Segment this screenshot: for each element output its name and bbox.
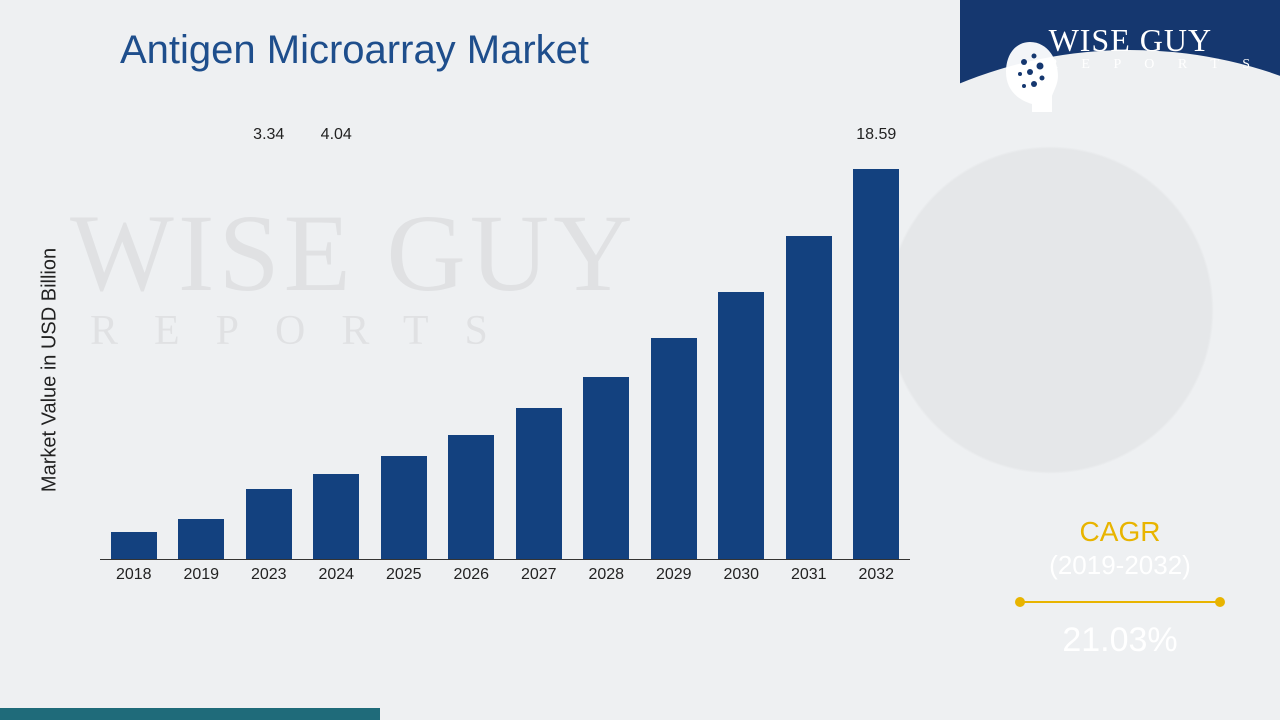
cagr-label: CAGR [990,516,1250,548]
bar [381,456,427,559]
brand-head-icon [1000,40,1060,120]
brand-logo-subtext: R E P O R T S [1049,57,1260,73]
cagr-period: (2019-2032) [990,550,1250,581]
bar-wrap: 18.59 [843,150,911,559]
bar-wrap [438,150,506,559]
x-tick-label: 2028 [573,560,641,590]
brand-logo: WISE GUY R E P O R T S [1049,22,1260,73]
stage: WISE GUY REPORTS Antigen Microarray Mark… [0,0,1280,720]
bar-wrap [640,150,708,559]
bar [651,338,697,559]
cagr-value: 21.03% [990,621,1250,660]
bar-wrap [100,150,168,559]
bar [583,377,629,559]
bar [246,489,292,559]
bar [853,169,899,559]
bar [111,532,157,559]
bar-wrap [708,150,776,559]
bar-chart: Market Value in USD Billion 3.344.0418.5… [80,150,910,590]
bar-wrap: 4.04 [303,150,371,559]
bar-value-label: 3.34 [253,126,284,144]
x-tick-label: 2019 [168,560,236,590]
x-tick-label: 2018 [100,560,168,590]
bar-wrap: 3.34 [235,150,303,559]
bar [718,292,764,559]
bar-value-label: 18.59 [856,126,896,144]
x-tick-label: 2024 [303,560,371,590]
bar [313,474,359,559]
bar-wrap [573,150,641,559]
x-tick-label: 2023 [235,560,303,590]
plot-area: 3.344.04 18.59 [100,150,910,560]
bar [178,519,224,559]
cagr-divider [1020,601,1220,603]
page-title: Antigen Microarray Market [120,28,589,73]
x-axis-labels: 2018201920232024202520262027202820292030… [100,560,910,590]
bar-wrap [370,150,438,559]
x-tick-label: 2031 [775,560,843,590]
brand-logo-text: WISE GUY [1049,22,1260,59]
bar [448,435,494,559]
bar-wrap [505,150,573,559]
y-axis-label: Market Value in USD Billion [39,248,62,492]
bar-wrap [775,150,843,559]
bar-value-label: 4.04 [321,126,352,144]
cagr-block: CAGR (2019-2032) 21.03% [990,516,1250,660]
x-tick-label: 2026 [438,560,506,590]
x-tick-label: 2030 [708,560,776,590]
x-tick-label: 2029 [640,560,708,590]
x-tick-label: 2032 [843,560,911,590]
bars-container: 3.344.04 18.59 [100,150,910,559]
x-tick-label: 2025 [370,560,438,590]
bar [516,408,562,559]
bottom-accent-bar [0,708,380,720]
watermark-disc [860,120,1240,500]
bar-wrap [168,150,236,559]
x-tick-label: 2027 [505,560,573,590]
bar [786,236,832,559]
